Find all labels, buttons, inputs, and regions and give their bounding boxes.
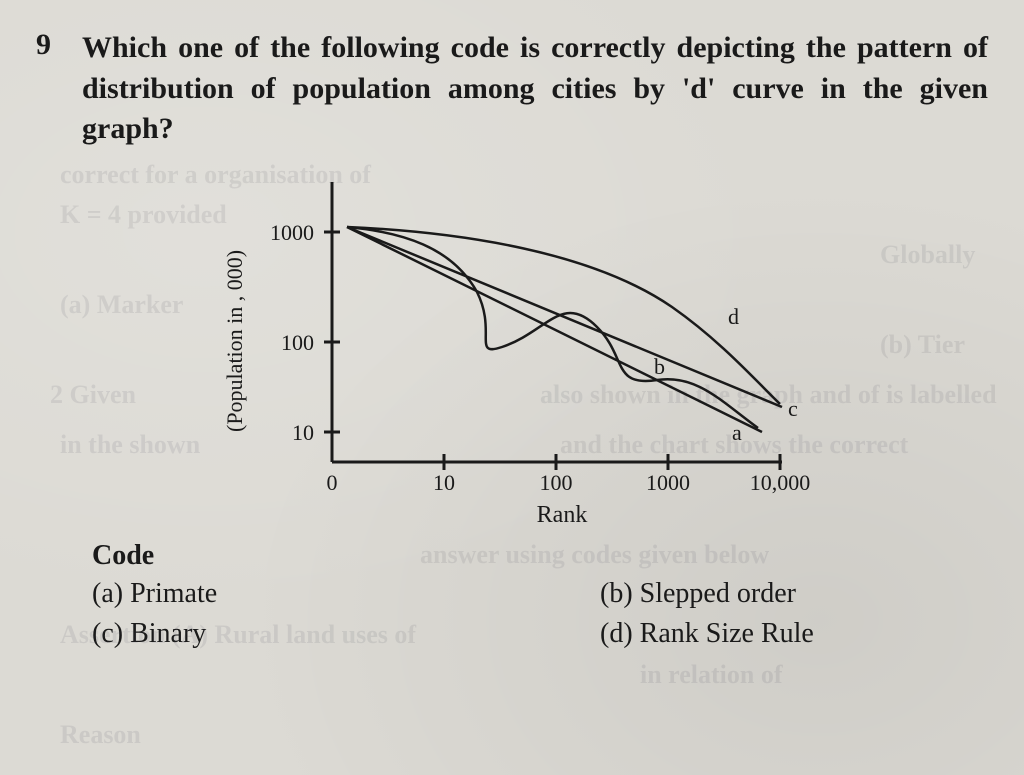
option-text: Rank Size Rule xyxy=(640,618,814,649)
code-heading: Code xyxy=(92,540,988,572)
option-letter: (b) xyxy=(600,578,633,609)
curve-label-d: d xyxy=(728,304,739,329)
curve-labels: a b c d xyxy=(654,304,798,445)
option-b[interactable]: (b) Slepped order xyxy=(600,578,988,610)
y-ticks: 1000 100 10 xyxy=(270,220,340,445)
rank-population-chart: (Population in , 000) 1000 100 10 0 10 1… xyxy=(202,172,822,532)
curve-label-a: a xyxy=(732,420,742,445)
option-text: Binary xyxy=(130,618,206,649)
ghost-text: (b) Tier xyxy=(880,330,965,360)
question-block: 9 Which one of the following code is cor… xyxy=(36,28,988,150)
y-tick-label: 1000 xyxy=(270,220,314,245)
ghost-text: Reason xyxy=(60,720,141,750)
option-text: Primate xyxy=(130,578,217,609)
option-a[interactable]: (a) Primate xyxy=(92,578,480,610)
ghost-text: Globally xyxy=(880,240,975,270)
x-axis-label: Rank xyxy=(537,502,588,528)
ghost-text: (a) Marker xyxy=(60,290,183,320)
curve-label-b: b xyxy=(654,354,665,379)
ghost-text: in relation of xyxy=(640,660,783,690)
ghost-text: in the shown xyxy=(60,430,200,460)
option-letter: (c) xyxy=(92,618,123,649)
option-d[interactable]: (d) Rank Size Rule xyxy=(600,618,988,650)
curve-c xyxy=(347,227,782,407)
x-tick-label: 0 xyxy=(327,470,338,495)
curve-label-c: c xyxy=(788,396,798,421)
chart-container: (Population in , 000) 1000 100 10 0 10 1… xyxy=(202,172,822,532)
x-tick-label: 1000 xyxy=(646,470,690,495)
axes xyxy=(332,182,782,462)
question-number: 9 xyxy=(36,28,64,150)
x-tick-label: 10,000 xyxy=(750,470,811,495)
x-tick-label: 10 xyxy=(433,470,455,495)
y-tick-label: 10 xyxy=(292,420,314,445)
options-grid: (a) Primate (b) Slepped order (c) Binary… xyxy=(92,578,988,650)
question-text: Which one of the following code is corre… xyxy=(82,28,988,150)
x-tick-label: 100 xyxy=(540,470,573,495)
option-letter: (d) xyxy=(600,618,633,649)
y-tick-label: 100 xyxy=(281,330,314,355)
option-text: Slepped order xyxy=(640,578,796,609)
option-c[interactable]: (c) Binary xyxy=(92,618,480,650)
option-letter: (a) xyxy=(92,578,123,609)
x-ticks: 0 10 100 1000 10,000 xyxy=(327,454,811,495)
y-axis-label: (Population in , 000) xyxy=(222,249,247,431)
ghost-text: 2 Given xyxy=(50,380,136,410)
